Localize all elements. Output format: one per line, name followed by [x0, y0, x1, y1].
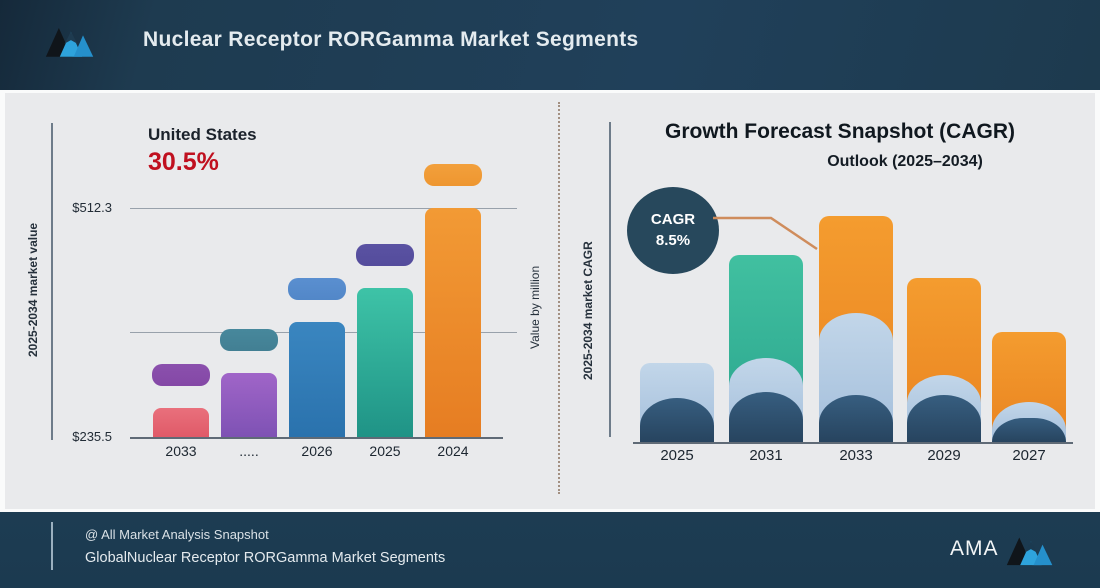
- left-chart-bar-2026: [289, 321, 345, 437]
- right-chart-bar-segment-2025-navy: [640, 397, 714, 442]
- left-chart-bar-cap-.....: [220, 328, 278, 351]
- left-chart-x-tick-label: 2033: [165, 443, 197, 459]
- right-chart-bar-segment-2027-navy: [992, 418, 1066, 442]
- cagr-badge-label: CAGR: [650, 211, 696, 229]
- left-chart-x-tick-label: .....: [239, 443, 259, 459]
- right-chart-y-axis-line: [609, 122, 611, 437]
- footer-attribution: @ All Market Analysis Snapshot: [85, 527, 269, 542]
- left-chart-x-tick-label: 2025: [369, 443, 401, 459]
- footer-report-title: GlobalNuclear Receptor RORGamma Market S…: [85, 550, 446, 566]
- left-chart-bar-2024: [425, 208, 481, 437]
- left-chart-bar-cap-2025: [356, 243, 414, 266]
- right-chart-subtitle: Outlook (2025–2034): [827, 153, 983, 170]
- right-chart-x-tick-label: 2029: [927, 447, 961, 464]
- ama-logo-icon: [45, 28, 94, 57]
- footer-brand-text: AMA: [950, 537, 999, 560]
- panel-edge-top: [0, 90, 1100, 93]
- right-chart-y-axis-label: 2025-2034 market CAGR: [581, 241, 595, 380]
- cagr-badge: CAGR 8.5%: [627, 187, 719, 274]
- left-chart-x-tick-label: 2026: [301, 443, 333, 459]
- left-chart-y-tick-label: $512.3: [72, 200, 112, 215]
- right-chart-x-tick-label: 2031: [749, 447, 783, 464]
- ama-logo-icon: [1006, 537, 1053, 566]
- panel-edge-bottom: [0, 509, 1100, 512]
- left-chart-gridline: [130, 208, 517, 209]
- panel-edge-left: [0, 90, 5, 512]
- left-chart-y-tick-label: $235.5: [72, 429, 112, 444]
- right-chart-bar-segment-2031-navy: [729, 392, 803, 442]
- left-chart-title: United States: [148, 125, 257, 144]
- left-chart-x-tick-label: 2024: [437, 443, 469, 459]
- footer-divider-line: [51, 522, 53, 570]
- left-chart-bar-2033: [153, 408, 209, 437]
- footer-bar: @ All Market Analysis Snapshot GlobalNuc…: [0, 512, 1100, 588]
- left-chart-bar-cap-2024: [424, 164, 482, 187]
- right-chart-x-tick-label: 2033: [839, 447, 873, 464]
- page-title: Nuclear Receptor RORGamma Market Segment…: [143, 28, 639, 51]
- left-chart-x-axis-line: [130, 437, 503, 439]
- right-chart-bar-segment-2033-navy: [819, 394, 893, 442]
- left-chart-bar-cap-2026: [288, 277, 346, 300]
- right-chart-bar-segment-2029-navy: [907, 394, 981, 442]
- left-chart-highlight-value: 30.5%: [148, 148, 219, 176]
- right-chart-x-tick-label: 2027: [1012, 447, 1046, 464]
- left-chart-bar-cap-2033: [152, 364, 210, 387]
- section-divider: [558, 102, 560, 494]
- left-chart-secondary-axis-label: Value by million: [528, 265, 542, 350]
- left-chart-bar-.....: [221, 372, 277, 437]
- right-chart-x-tick-label: 2025: [660, 447, 694, 464]
- left-chart-y-axis-line: [51, 123, 53, 440]
- right-chart-title: Growth Forecast Snapshot (CAGR): [664, 120, 1016, 143]
- badge-connector-line: [713, 216, 818, 251]
- panel-edge-right: [1095, 90, 1100, 512]
- right-chart-x-axis-line: [633, 442, 1073, 444]
- header-bar: Nuclear Receptor RORGamma Market Segment…: [0, 0, 1100, 90]
- left-chart-bar-2025: [357, 287, 413, 437]
- left-chart-y-axis-label: 2025-2034 market value: [26, 222, 40, 358]
- cagr-badge-value: 8.5%: [655, 231, 691, 249]
